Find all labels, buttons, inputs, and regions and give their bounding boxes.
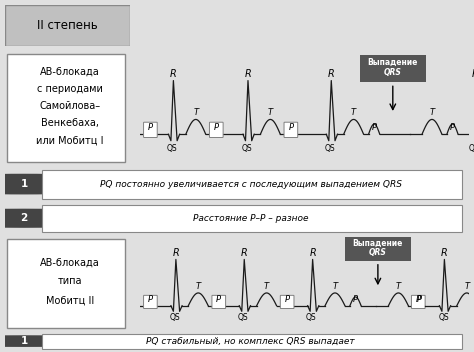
Text: QS: QS	[169, 314, 180, 322]
Text: QS: QS	[241, 144, 252, 153]
Text: Выпадение: Выпадение	[368, 58, 418, 67]
FancyBboxPatch shape	[411, 295, 425, 308]
Text: PQ стабильный, но комплекс QRS выпадает: PQ стабильный, но комплекс QRS выпадает	[146, 337, 355, 346]
Text: P: P	[372, 123, 377, 132]
Circle shape	[0, 336, 153, 346]
Text: T: T	[264, 282, 269, 291]
Text: P: P	[285, 295, 290, 304]
FancyBboxPatch shape	[360, 55, 426, 82]
Text: 2: 2	[20, 213, 27, 223]
Text: T: T	[332, 282, 337, 291]
Circle shape	[0, 209, 153, 227]
Text: P: P	[216, 295, 221, 304]
FancyBboxPatch shape	[144, 122, 157, 138]
Text: P: P	[148, 295, 153, 304]
Text: R: R	[328, 69, 335, 79]
Text: АВ-блокада: АВ-блокада	[40, 67, 100, 77]
Text: R: R	[309, 248, 316, 258]
Text: QS: QS	[306, 314, 317, 322]
Text: Расстояние P–P – разное: Расстояние P–P – разное	[193, 214, 309, 223]
Text: QRS: QRS	[369, 248, 387, 257]
Text: T: T	[464, 282, 469, 291]
Text: T: T	[429, 108, 435, 117]
Text: T: T	[193, 108, 198, 117]
FancyBboxPatch shape	[210, 122, 223, 138]
FancyBboxPatch shape	[212, 295, 226, 308]
Text: QS: QS	[237, 314, 248, 322]
Text: R: R	[472, 69, 474, 79]
Text: T: T	[196, 282, 201, 291]
Text: 1: 1	[20, 179, 27, 189]
Text: QS: QS	[167, 144, 177, 153]
Text: QS: QS	[439, 314, 450, 322]
Text: P: P	[288, 123, 293, 132]
Text: R: R	[170, 69, 177, 79]
FancyBboxPatch shape	[284, 122, 298, 138]
Text: Мобитц II: Мобитц II	[46, 295, 94, 306]
Text: T: T	[351, 108, 356, 117]
Text: 1: 1	[20, 336, 27, 346]
FancyBboxPatch shape	[7, 55, 125, 162]
Text: АВ-блокада: АВ-блокада	[40, 257, 100, 268]
Text: T: T	[396, 282, 401, 291]
Text: P: P	[148, 123, 153, 132]
Text: с периодами: с периодами	[37, 84, 103, 94]
Text: Выпадение: Выпадение	[353, 239, 403, 248]
FancyBboxPatch shape	[144, 295, 157, 308]
Text: R: R	[245, 69, 251, 79]
FancyBboxPatch shape	[5, 5, 130, 46]
Text: QRS: QRS	[384, 68, 402, 77]
Text: R: R	[441, 248, 448, 258]
FancyBboxPatch shape	[42, 170, 462, 199]
FancyBboxPatch shape	[42, 206, 462, 232]
Text: P: P	[416, 295, 421, 304]
Text: II степень: II степень	[37, 19, 98, 32]
Text: QS: QS	[325, 144, 335, 153]
FancyBboxPatch shape	[345, 238, 411, 260]
FancyBboxPatch shape	[42, 334, 462, 349]
Text: R: R	[173, 248, 179, 258]
Text: Самойлова–: Самойлова–	[39, 101, 100, 111]
FancyBboxPatch shape	[280, 295, 294, 308]
Text: QS: QS	[469, 144, 474, 153]
Text: P: P	[450, 123, 455, 132]
Text: P: P	[417, 295, 421, 304]
Text: Венкебаха,: Венкебаха,	[41, 118, 99, 128]
Text: или Мобитц I: или Мобитц I	[36, 135, 104, 145]
FancyBboxPatch shape	[7, 239, 125, 328]
Text: P: P	[214, 123, 219, 132]
Circle shape	[0, 175, 153, 194]
Text: PQ постоянно увеличивается с последующим выпадением QRS: PQ постоянно увеличивается с последующим…	[100, 180, 402, 189]
Text: P: P	[353, 295, 358, 304]
Text: R: R	[241, 248, 247, 258]
Text: типа: типа	[58, 276, 82, 287]
Text: T: T	[268, 108, 273, 117]
